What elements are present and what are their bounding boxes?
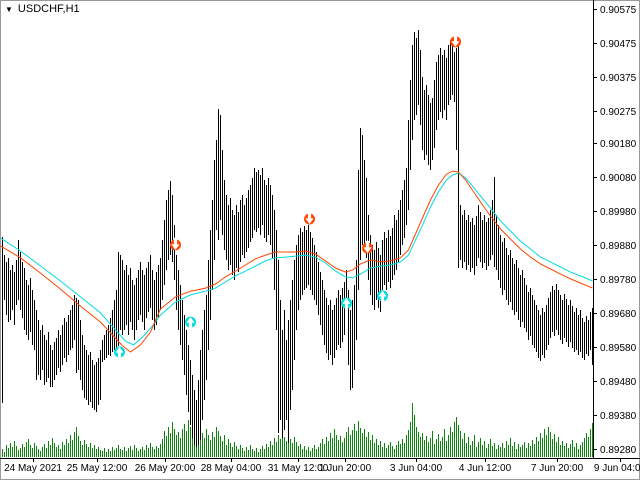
price-axis-label: 0.90475 [600, 39, 637, 50]
time-axis-label: 31 May 12:00 [268, 463, 329, 474]
buy-signal-icon [185, 316, 196, 330]
price-axis-label: 0.89980 [600, 207, 637, 218]
time-axis-label: 25 May 12:00 [67, 463, 128, 474]
buy-signal-icon [114, 346, 125, 360]
price-axis-label: 0.89380 [600, 411, 637, 422]
price-axis-label: 0.89880 [600, 241, 637, 252]
price-axis-label: 0.90375 [600, 73, 637, 84]
volume-bars [2, 403, 593, 457]
sell-signal-icon [450, 34, 461, 48]
price-axis[interactable]: 0.90575 0.90475 0.90375 0.90275 0.90180 0.900… [593, 0, 637, 458]
sell-signal-icon [304, 211, 315, 225]
price-axis-label: 0.90080 [600, 173, 637, 184]
price-axis-label: 0.89480 [600, 377, 637, 388]
price-axis-label: 0.89780 [600, 275, 637, 286]
price-bars [2, 29, 593, 447]
time-axis-label: 28 May 04:00 [201, 463, 262, 474]
time-axis-label: 24 May 2021 [4, 463, 62, 474]
price-axis-label: 0.89680 [600, 309, 637, 320]
sell-signal-icon [362, 240, 373, 254]
dropdown-icon[interactable]: ▼ [5, 4, 13, 14]
price-axis-label: 0.90275 [600, 107, 637, 118]
buy-signal-icon [377, 290, 388, 304]
price-axis-label: 0.90575 [600, 5, 637, 16]
time-axis-label: 1 Jun 20:00 [319, 463, 372, 474]
time-axis-label: 9 Jun 04:00 [594, 463, 640, 474]
sell-signal-icon [170, 237, 181, 251]
time-axis-label: 3 Jun 04:00 [390, 463, 443, 474]
ma-line-orange [0, 170, 593, 353]
price-axis-label: 0.90180 [600, 139, 637, 150]
chart-title-bar: ▼ USDCHF,H1 [5, 3, 80, 15]
time-axis-label: 7 Jun 20:00 [531, 463, 584, 474]
buy-signal-icon [341, 297, 352, 311]
time-axis[interactable]: 24 May 2021 25 May 12:00 26 May 20:00 28 Ma… [0, 458, 640, 475]
time-axis-label: 4 Jun 12:00 [459, 463, 512, 474]
price-axis-label: 0.89280 [600, 445, 637, 456]
ma-line-cyan [0, 172, 593, 346]
time-axis-label: 26 May 20:00 [135, 463, 196, 474]
chart-symbol-label: USDCHF,H1 [17, 3, 80, 15]
price-axis-label: 0.89580 [600, 343, 637, 354]
